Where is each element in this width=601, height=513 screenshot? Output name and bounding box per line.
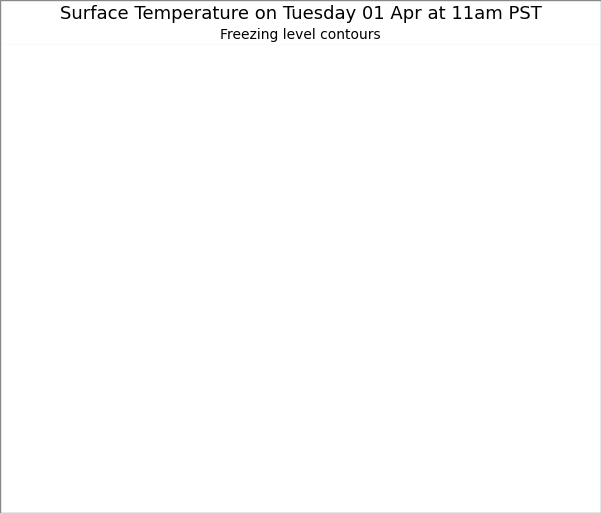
Text: Surface Temperature on Tuesday 01 Apr at 11am PST: Surface Temperature on Tuesday 01 Apr at… bbox=[59, 5, 542, 23]
Text: Freezing level contours: Freezing level contours bbox=[220, 28, 381, 42]
